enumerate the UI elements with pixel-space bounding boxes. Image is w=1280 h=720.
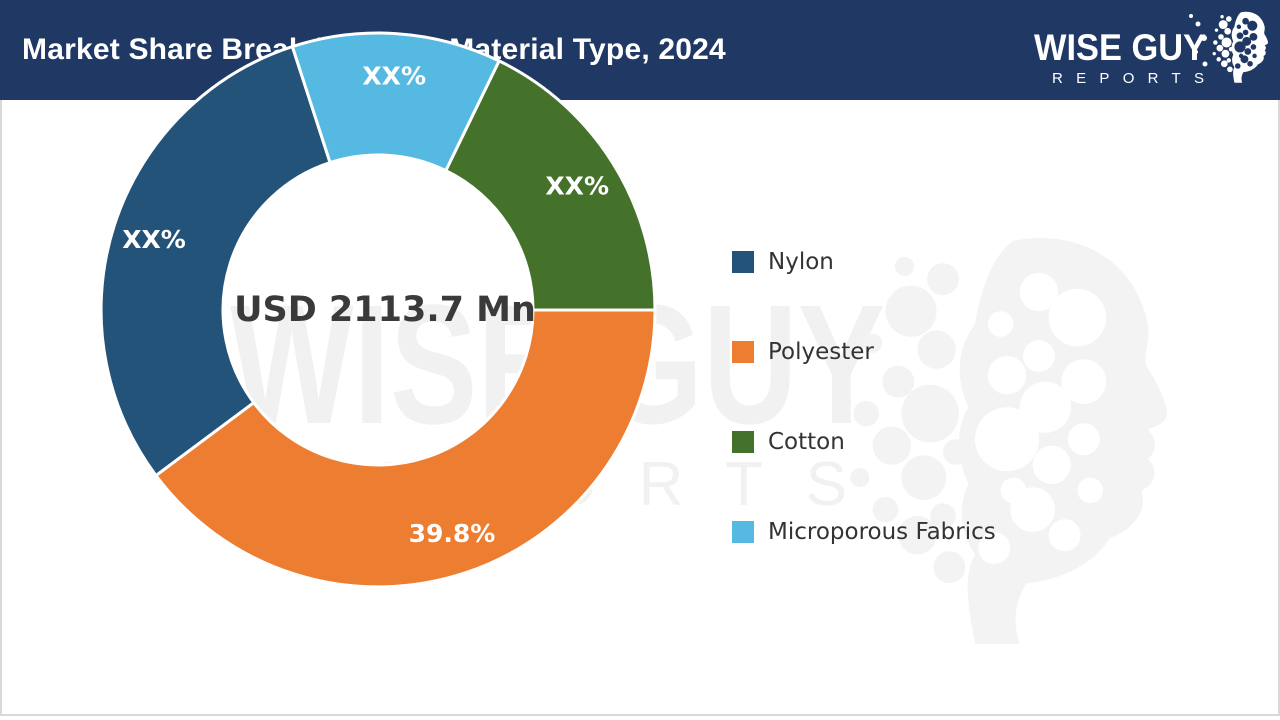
slice-nylon [99, 45, 332, 478]
logo-dots-icon [1189, 14, 1208, 67]
legend-swatch-cotton [732, 431, 754, 453]
slice-label-microporous-fabrics: XX% [362, 62, 426, 91]
legend-label-nylon: Nylon [768, 249, 834, 275]
wiseguy-face-icon [1212, 11, 1268, 83]
legend-item-cotton: Cotton [732, 429, 996, 455]
logo-wordmark: WISE GUY [1034, 27, 1206, 68]
slice-label-nylon: XX% [122, 225, 186, 254]
legend-label-microporous-fabrics: Microporous Fabrics [768, 519, 996, 545]
legend-item-microporous-fabrics: Microporous Fabrics [732, 519, 996, 545]
logo-subtext: REPORTS [1052, 70, 1204, 87]
slice-label-polyester: 39.8% [409, 519, 496, 548]
legend: Nylon Polyester Cotton Microporous Fabrics [732, 249, 996, 611]
slice-cotton [444, 59, 657, 312]
legend-label-polyester: Polyester [768, 339, 874, 365]
watermark-face-icon [850, 238, 1167, 645]
legend-label-cotton: Cotton [768, 429, 845, 455]
legend-swatch-nylon [732, 251, 754, 273]
legend-swatch-microporous-fabrics [732, 521, 754, 543]
wiseguy-logo: WISE GUY REPORTS [1034, 11, 1268, 87]
legend-swatch-polyester [732, 341, 754, 363]
legend-item-nylon: Nylon [732, 249, 996, 275]
slice-label-cotton: XX% [545, 171, 609, 200]
donut-chart: XX% 39.8% XX% XX% [99, 31, 657, 589]
legend-item-polyester: Polyester [732, 339, 996, 365]
slice-microporous-fabrics [290, 31, 501, 173]
slice-polyester [154, 308, 657, 589]
